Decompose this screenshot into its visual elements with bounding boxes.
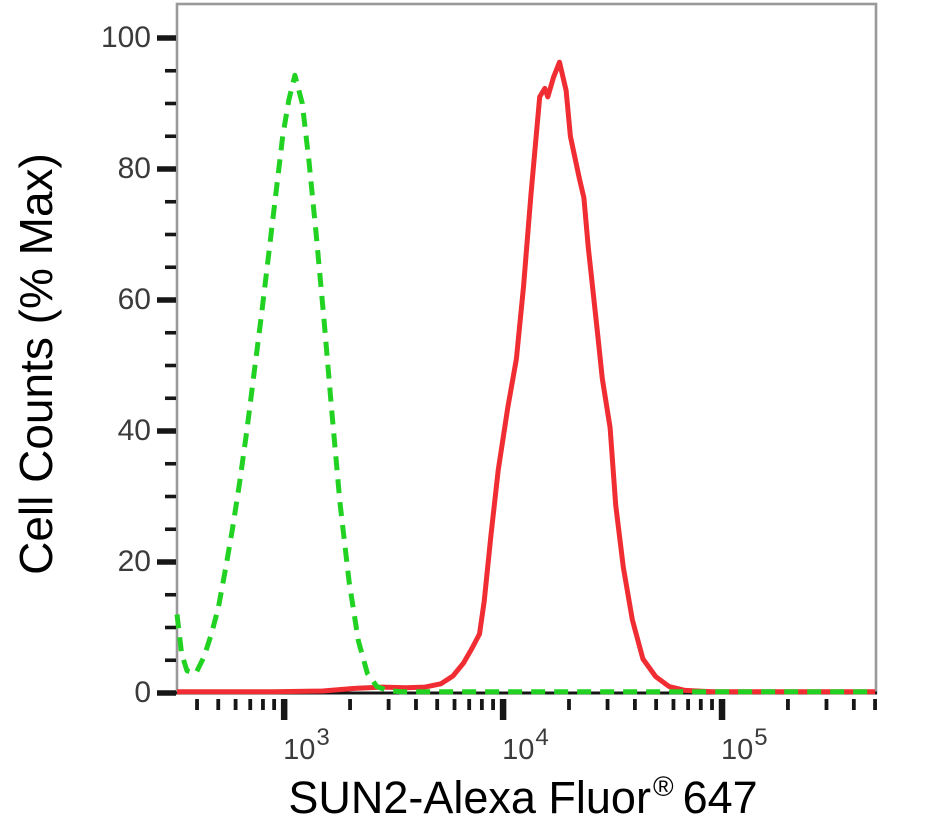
x-tick-exponent: 5 bbox=[754, 724, 768, 751]
red-solid-sun2-curve bbox=[177, 59, 876, 695]
x-tick-label: 103 bbox=[283, 726, 330, 766]
green-dashed-control-curve bbox=[174, 72, 876, 695]
registered-trademark-symbol: ® bbox=[652, 771, 674, 802]
x-tick-exponent: 3 bbox=[316, 724, 330, 751]
x-tick-label: 105 bbox=[721, 726, 768, 766]
plot-frame bbox=[175, 2, 878, 695]
y-axis-title: Cell Counts (% Max) bbox=[10, 153, 62, 575]
x-axis-title-text: SUN2-Alexa Fluor bbox=[288, 772, 651, 823]
y-tick-label: 40 bbox=[117, 414, 151, 447]
x-tick-label: 104 bbox=[502, 726, 549, 766]
x-axis-title: SUN2-Alexa Fluor® 647 bbox=[288, 771, 758, 824]
y-tick-label: 0 bbox=[134, 676, 151, 709]
x-axis-title-number: 647 bbox=[682, 772, 758, 823]
y-tick-label: 60 bbox=[117, 283, 151, 316]
x-tick-base: 10 bbox=[283, 734, 316, 766]
x-tick-exponent: 4 bbox=[535, 724, 549, 751]
y-tick-label: 20 bbox=[117, 545, 151, 578]
x-tick-base: 10 bbox=[721, 734, 754, 766]
x-tick-base: 10 bbox=[502, 734, 535, 766]
y-tick-label: 80 bbox=[117, 152, 151, 185]
y-tick-label: 100 bbox=[100, 21, 151, 54]
